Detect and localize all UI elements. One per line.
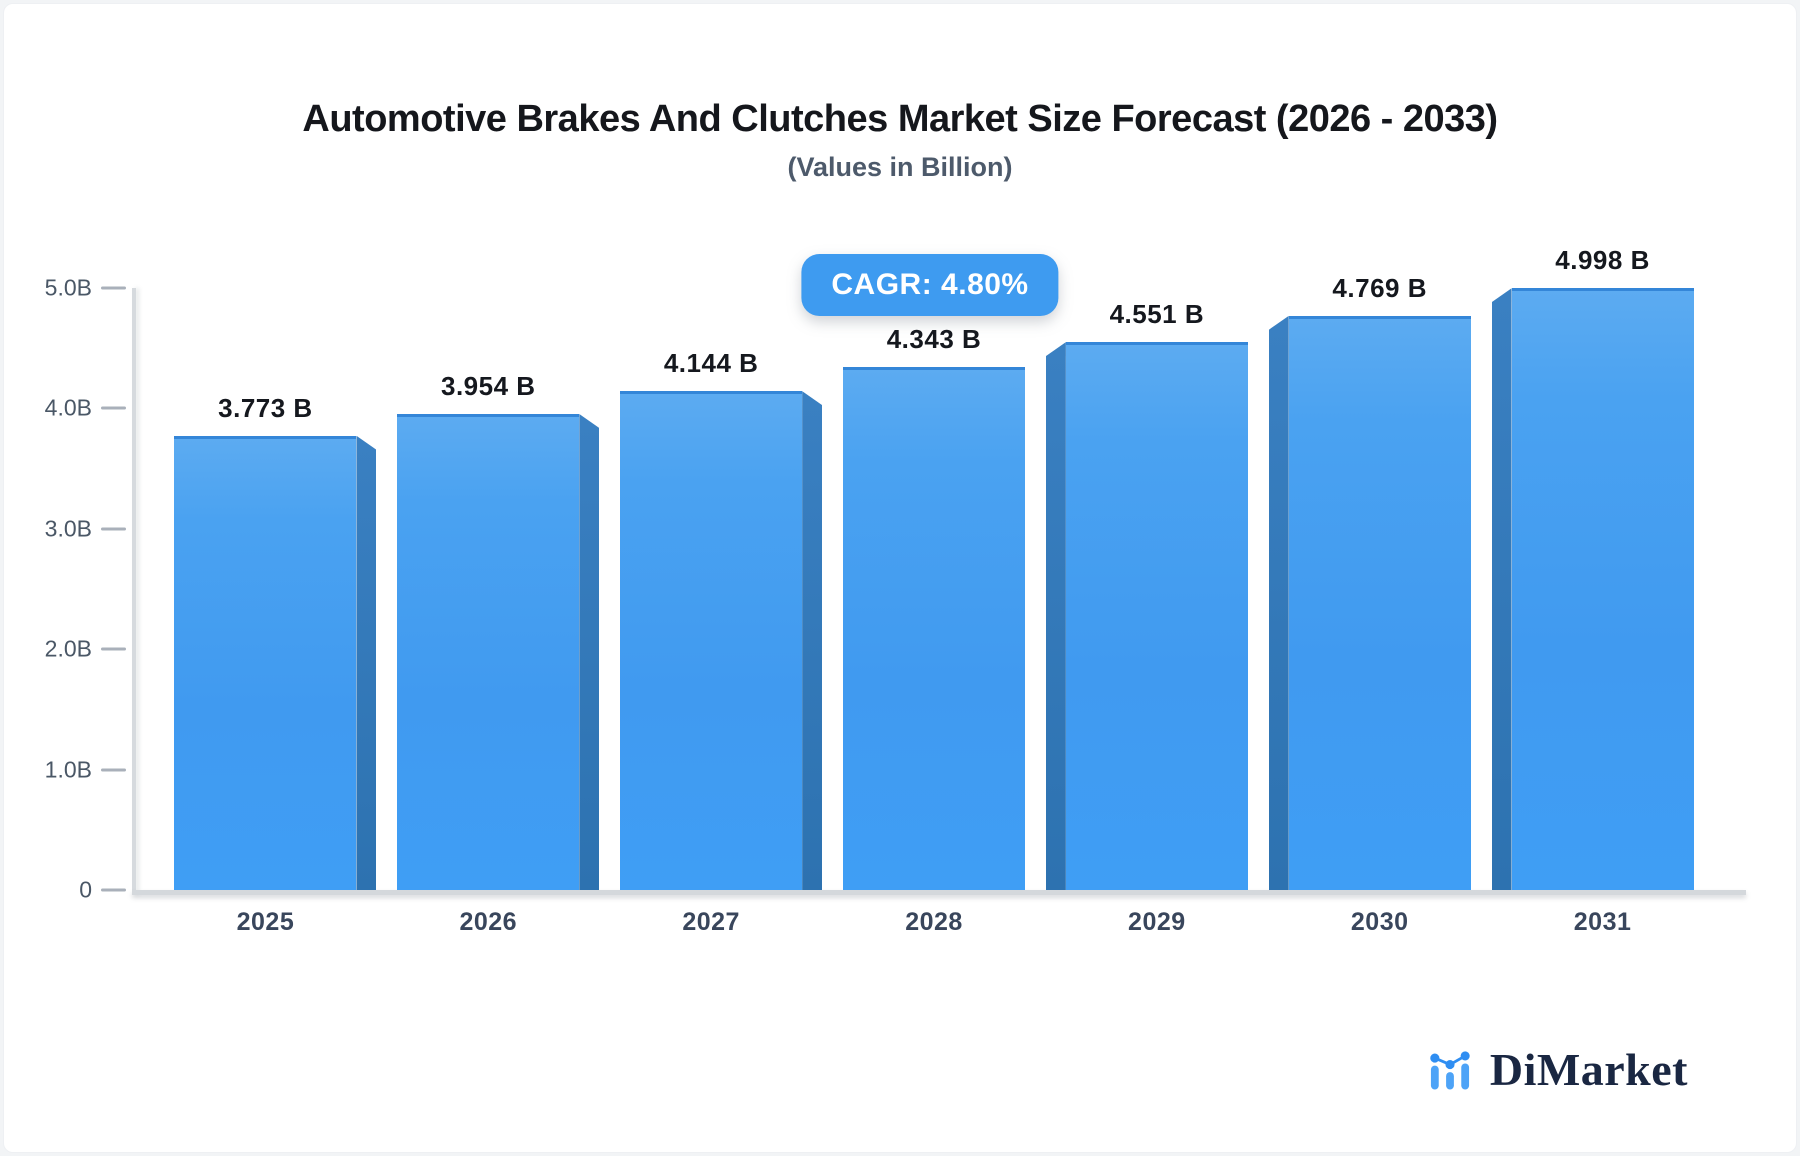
bar-value-label: 4.551 B <box>1109 299 1205 330</box>
bar-slot: 4.144 B 2027 <box>600 288 823 936</box>
bar-3d-side <box>1045 342 1066 890</box>
x-tick-label: 2026 <box>459 908 518 936</box>
bar-slot: 3.773 B 2025 <box>154 288 377 936</box>
bar-3d-side <box>579 413 600 890</box>
y-tick-label: 0 <box>79 876 92 903</box>
x-tick-label: 2030 <box>1350 908 1409 936</box>
chart-subtitle: (Values in Billion) <box>787 152 1013 182</box>
cagr-badge: CAGR: 4.80% <box>801 254 1059 316</box>
y-tick-label: 3.0B <box>44 515 92 542</box>
bar-face[interactable] <box>843 367 1025 890</box>
brand-logo-text: DiMarket <box>1489 1044 1688 1095</box>
bar-3d-side <box>802 391 823 890</box>
y-tick-dash <box>101 406 126 410</box>
y-tick-dash <box>101 286 126 290</box>
chart-title: Automotive Brakes And Clutches Market Si… <box>302 98 1498 140</box>
bar-value-label: 3.773 B <box>218 392 313 423</box>
bar-2026[interactable]: 3.954 B <box>397 371 600 890</box>
bar-face[interactable] <box>1065 342 1248 890</box>
bar-3d-side <box>1268 315 1289 890</box>
bar-2031[interactable]: 4.998 B <box>1491 245 1694 890</box>
brand-logo: DiMarket <box>1424 1043 1688 1096</box>
bar-slot: 4.998 B 2031 <box>1491 245 1714 936</box>
y-tick-dash <box>101 647 126 651</box>
bar-2029[interactable]: 4.551 B <box>1045 299 1248 890</box>
y-tick-dash <box>101 888 126 892</box>
y-tick-dash <box>101 768 126 772</box>
bar-value-label: 3.954 B <box>440 370 536 401</box>
y-axis: 0 1.0B 2.0B 3.0B 4.0B 5.0B <box>4 275 132 903</box>
bar-face[interactable] <box>174 435 357 890</box>
y-tick-label: 2.0B <box>44 635 92 662</box>
chart-card: Automotive Brakes And Clutches Market Si… <box>3 3 1797 1153</box>
y-axis-line <box>132 288 136 894</box>
bar-face[interactable] <box>1288 315 1471 890</box>
x-tick-label: 2029 <box>1128 908 1186 936</box>
bar-face[interactable] <box>620 391 803 890</box>
bar-value-label: 4.998 B <box>1555 245 1650 276</box>
y-tick-label: 4.0B <box>44 394 92 421</box>
bar-slot: 4.551 B 2029 <box>1045 288 1268 936</box>
x-tick-label: 2027 <box>682 908 740 936</box>
x-axis-line <box>132 890 1746 895</box>
y-tick-label: 1.0B <box>44 756 92 783</box>
y-tick-label: 5.0B <box>44 274 92 301</box>
bar-value-label: 4.343 B <box>886 324 982 355</box>
plot-area: 3.773 B 2025 3.954 B 2026 4.144 B 2027 4.343 B… <box>154 245 1714 936</box>
bar-3d-side <box>356 435 377 890</box>
mini-bar-chart-logo-icon <box>1424 1044 1476 1096</box>
bar-slot: 4.769 B 2030 <box>1268 273 1491 936</box>
bar-value-label: 4.769 B <box>1332 272 1428 303</box>
bar-value-label: 4.144 B <box>663 348 759 379</box>
bar-2030[interactable]: 4.769 B <box>1268 273 1471 890</box>
y-tick-dash <box>101 527 126 531</box>
bar-2028[interactable]: 4.343 B <box>843 324 1025 890</box>
bar-slot: 4.343 B 2028 <box>823 288 1046 936</box>
bar-face[interactable] <box>1511 288 1694 890</box>
x-tick-label: 2028 <box>905 908 963 936</box>
x-tick-label: 2025 <box>236 908 295 936</box>
x-tick-label: 2031 <box>1573 908 1632 936</box>
bar-slot: 3.954 B 2026 <box>377 288 600 936</box>
bar-2025[interactable]: 3.773 B <box>174 393 377 890</box>
bar-3d-side <box>1491 288 1512 890</box>
bar-2027[interactable]: 4.144 B <box>620 348 823 890</box>
bar-face[interactable] <box>397 413 580 890</box>
